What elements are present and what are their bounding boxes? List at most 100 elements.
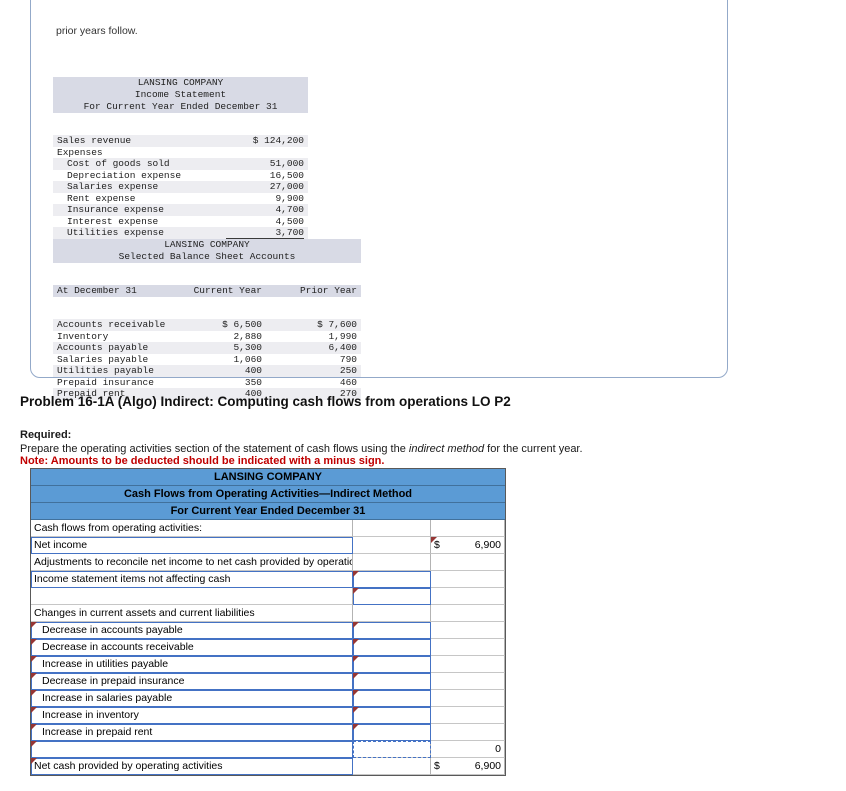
worksheet-row: Decrease in accounts receivable — [31, 639, 505, 656]
cell-marker-icon — [31, 639, 37, 645]
account-label: Prepaid rent — [57, 388, 126, 399]
worksheet-header-line: LANSING COMPANY — [31, 469, 505, 486]
worksheet-label-input-cell[interactable]: Decrease in accounts receivable — [31, 639, 353, 656]
worksheet-label-input-cell[interactable]: Decrease in accounts payable — [31, 622, 353, 639]
balance-sheet-header: LANSING COMPANY Selected Balance Sheet Ac… — [53, 239, 361, 263]
account-label: Salaries expense — [67, 181, 159, 192]
prior-year-amount: 1,990 — [328, 330, 357, 342]
cell-marker-icon — [431, 537, 437, 543]
account-amount: 51,000 — [269, 158, 304, 169]
worksheet-row-label: Increase in prepaid rent — [42, 726, 153, 738]
worksheet-row: 0 — [31, 741, 505, 758]
worksheet-amount-input-cell[interactable] — [353, 639, 431, 656]
worksheet-row-label: Net cash provided by operating activitie… — [34, 760, 223, 772]
worksheet-body: Cash flows from operating activities: Net… — [31, 520, 505, 775]
balance-sheet: LANSING COMPANY Selected Balance Sheet Ac… — [53, 217, 361, 422]
worksheet-row: Decrease in prepaid insurance — [31, 673, 505, 690]
worksheet-right-cell — [431, 724, 505, 741]
worksheet-label-input-cell[interactable]: Net income — [31, 537, 353, 554]
worksheet-label-cell: Adjustments to reconcile net income to n… — [31, 554, 353, 571]
cell-marker-icon — [353, 690, 359, 696]
worksheet-right-cell — [431, 707, 505, 724]
worksheet-amount-input-cell[interactable] — [353, 673, 431, 690]
worksheet-label-input-cell[interactable]: Net cash provided by operating activitie… — [31, 758, 353, 775]
account-amount: 9,900 — [275, 192, 304, 204]
dollar-sign: $ — [434, 539, 440, 551]
account-amount: 4,700 — [275, 204, 304, 215]
worksheet-right-cell — [431, 690, 505, 707]
worksheet-amount-input-cell[interactable] — [353, 707, 431, 724]
account-amount: 4,500 — [275, 215, 304, 227]
worksheet-row: Cash flows from operating activities: — [31, 520, 505, 537]
worksheet-header-line: For Current Year Ended December 31 — [31, 503, 505, 520]
worksheet-header: LANSING COMPANY Cash Flows from Operating… — [31, 469, 505, 520]
worksheet-amount-input-cell[interactable] — [353, 656, 431, 673]
cell-marker-icon — [31, 707, 37, 713]
worksheet-label-input-cell[interactable]: Income statement items not affecting cas… — [31, 571, 353, 588]
statement-title-line: Selected Balance Sheet Accounts — [118, 251, 296, 262]
dollar-sign: $ — [434, 760, 440, 772]
worksheet-row-label: Increase in utilities payable — [42, 658, 169, 670]
prior-year-amount: 6,400 — [328, 342, 357, 353]
prior-year-amount: 790 — [339, 353, 357, 365]
worksheet-row-label: Decrease in accounts receivable — [42, 641, 194, 653]
worksheet-label-input-cell[interactable] — [31, 741, 353, 758]
account-label: Utilities payable — [57, 365, 154, 376]
worksheet-row-label: Net income — [34, 539, 88, 551]
account-label: Accounts payable — [57, 342, 149, 353]
account-amount: 27,000 — [269, 181, 304, 192]
statement-title-line: LANSING COMPANY — [137, 77, 224, 88]
cell-marker-icon — [353, 639, 359, 645]
cell-marker-icon — [353, 707, 359, 713]
income-statement-row: Expenses — [53, 147, 308, 159]
cell-marker-icon — [353, 588, 359, 594]
worksheet-amount-input-cell[interactable] — [353, 724, 431, 741]
worksheet-amount-input-cell[interactable] — [353, 741, 431, 758]
cell-marker-icon — [31, 724, 37, 730]
account-amount: 16,500 — [269, 169, 304, 181]
worksheet-right-cell — [431, 639, 505, 656]
worksheet-amount-input-cell[interactable] — [353, 588, 431, 605]
worksheet-row: Decrease in accounts payable — [31, 622, 505, 639]
worksheet-total-cell[interactable]: $6,900 — [431, 537, 505, 554]
cell-marker-icon — [353, 656, 359, 662]
income-statement-row: Rent expense 9,900 — [53, 193, 308, 205]
worksheet-row-label: Increase in inventory — [42, 709, 139, 721]
worksheet-row: Increase in salaries payable — [31, 690, 505, 707]
current-year-amount: $ 6,500 — [222, 319, 262, 330]
worksheet-right-cell — [431, 673, 505, 690]
balance-sheet-row: Accounts payable 5,300 6,400 — [53, 342, 361, 354]
statement-title-line: LANSING COMPANY — [164, 239, 250, 250]
account-amount — [226, 147, 304, 159]
worksheet-amount-input-cell[interactable] — [353, 690, 431, 707]
column-header-current-year: Current Year — [193, 285, 262, 296]
income-statement-row: Cost of goods sold 51,000 — [53, 158, 308, 170]
cell-marker-icon — [31, 673, 37, 679]
worksheet-label-input-cell[interactable]: Increase in utilities payable — [31, 656, 353, 673]
balance-sheet-row: Inventory 2,880 1,990 — [53, 331, 361, 343]
prior-year-amount: 270 — [339, 388, 357, 399]
account-label: Prepaid insurance — [57, 376, 154, 388]
worksheet-mid-cell — [353, 537, 431, 554]
account-label: Inventory — [57, 330, 109, 342]
worksheet-right-cell — [431, 605, 505, 622]
worksheet-amount-input-cell[interactable] — [353, 622, 431, 639]
worksheet-label-input-cell[interactable]: Decrease in prepaid insurance — [31, 673, 353, 690]
worksheet-total-cell[interactable]: $6,900 — [431, 758, 505, 775]
balance-sheet-rows: Accounts receivable $ 6,500 $ 7,600 Invento… — [53, 319, 361, 400]
worksheet-label-input-cell[interactable]: Increase in prepaid rent — [31, 724, 353, 741]
prior-year-amount: 460 — [339, 376, 357, 388]
column-header-prior-year: Prior Year — [299, 285, 357, 296]
worksheet-label-input-cell[interactable]: Increase in inventory — [31, 707, 353, 724]
current-year-amount: 5,300 — [233, 342, 262, 353]
worksheet-label-cell: Changes in current assets and current li… — [31, 605, 353, 622]
worksheet-label-input-cell[interactable]: Increase in salaries payable — [31, 690, 353, 707]
account-label: Accounts receivable — [57, 319, 166, 330]
required-text-italic: indirect method — [408, 443, 485, 455]
worksheet-amount-input-cell[interactable] — [353, 571, 431, 588]
worksheet-table: LANSING COMPANY Cash Flows from Operating… — [30, 468, 506, 776]
worksheet-row: Increase in prepaid rent — [31, 724, 505, 741]
worksheet-row: Net cash provided by operating activitie… — [31, 758, 505, 775]
worksheet-total-cell[interactable]: 0 — [431, 741, 505, 758]
amount-value: 0 — [495, 743, 501, 755]
